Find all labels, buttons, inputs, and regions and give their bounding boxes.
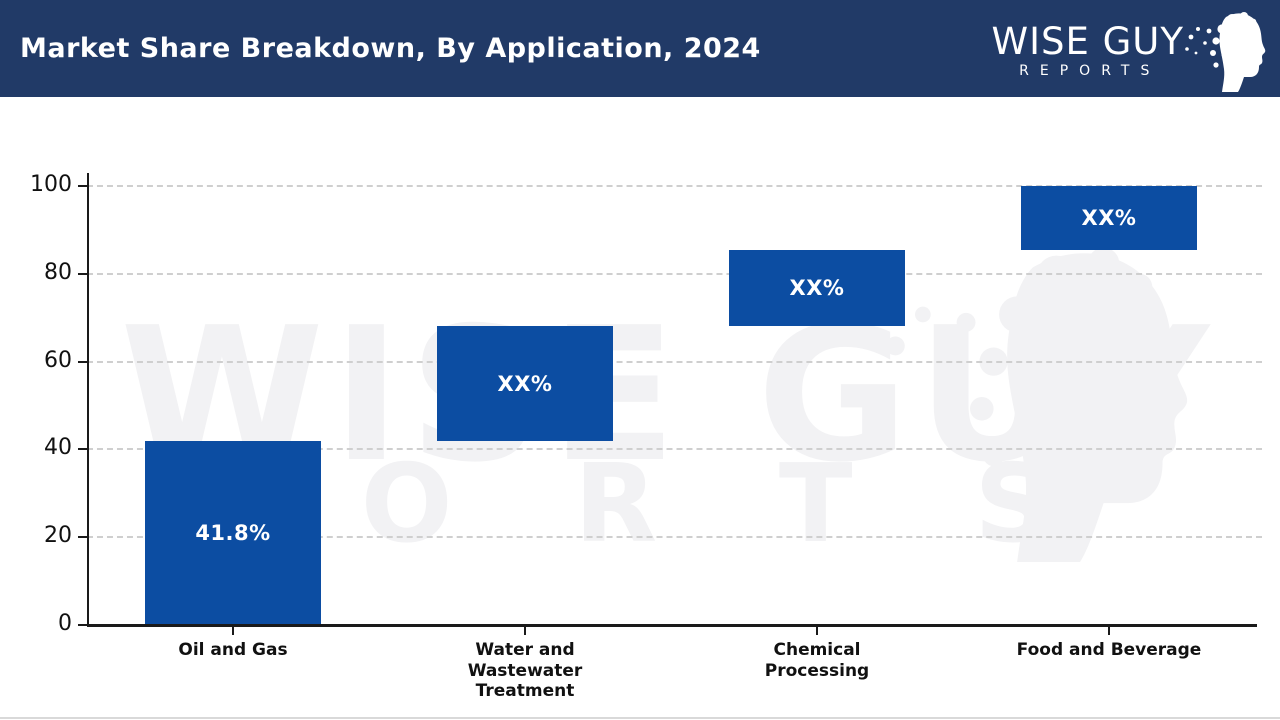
- wise-guy-reports-logo: WISE GUY REPORTS: [992, 6, 1266, 94]
- bar-value-label: XX%: [497, 371, 553, 396]
- y-tick-40: [78, 448, 87, 451]
- x-axis-line: [87, 624, 1257, 627]
- page-title: Market Share Breakdown, By Application, …: [20, 33, 761, 64]
- bar-segment: 41.8%: [145, 441, 321, 625]
- x-tick: [1108, 626, 1110, 635]
- y-tick-0: [78, 624, 87, 626]
- gridline-80: [87, 272, 1262, 275]
- bar-value-label: XX%: [1081, 206, 1137, 231]
- y-tick-label-0: 0: [58, 611, 72, 636]
- bar-value-label: 41.8%: [195, 521, 271, 546]
- bar-segment: XX%: [729, 250, 905, 327]
- y-tick-20: [78, 536, 87, 539]
- y-tick-label-60: 60: [44, 347, 72, 373]
- bar-value-label: XX%: [789, 276, 845, 301]
- chart-area: WISE GUY P O R T S 0 20 40 60 80 100 41.8% XX% X…: [0, 97, 1280, 717]
- gridline-20: [87, 536, 1262, 539]
- bottom-divider: [0, 717, 1280, 719]
- x-category-label: Water and Wastewater Treatment: [467, 640, 583, 702]
- x-category-label: Chemical Processing: [764, 640, 870, 681]
- y-tick-label-80: 80: [44, 259, 72, 285]
- gridline-100: [87, 185, 1262, 187]
- y-axis-line: [87, 173, 89, 627]
- header-banner: Market Share Breakdown, By Application, …: [0, 0, 1280, 97]
- y-tick-100: [78, 185, 87, 187]
- y-tick-label-40: 40: [44, 435, 72, 461]
- bar-segment: XX%: [437, 326, 613, 442]
- gridline-40: [87, 448, 1262, 451]
- logo-wordmark: WISE GUY REPORTS: [992, 23, 1184, 78]
- bar-segment: XX%: [1021, 186, 1197, 251]
- head-profile-icon: [1185, 12, 1266, 92]
- y-tick-80: [78, 272, 87, 275]
- y-tick-label-100: 100: [30, 172, 72, 197]
- x-category-label: Oil and Gas: [178, 640, 288, 660]
- gridline-60: [87, 360, 1262, 363]
- x-tick: [232, 626, 234, 635]
- y-tick-60: [78, 360, 87, 363]
- watermark-head-profile-icon: [885, 247, 1188, 562]
- x-tick: [816, 626, 818, 635]
- x-tick: [524, 626, 526, 635]
- x-category-label: Food and Beverage: [1016, 640, 1202, 660]
- logo-wordmark-line2: REPORTS: [1019, 62, 1161, 79]
- y-tick-label-20: 20: [44, 523, 72, 549]
- logo-wordmark-line1: WISE GUY: [991, 19, 1184, 63]
